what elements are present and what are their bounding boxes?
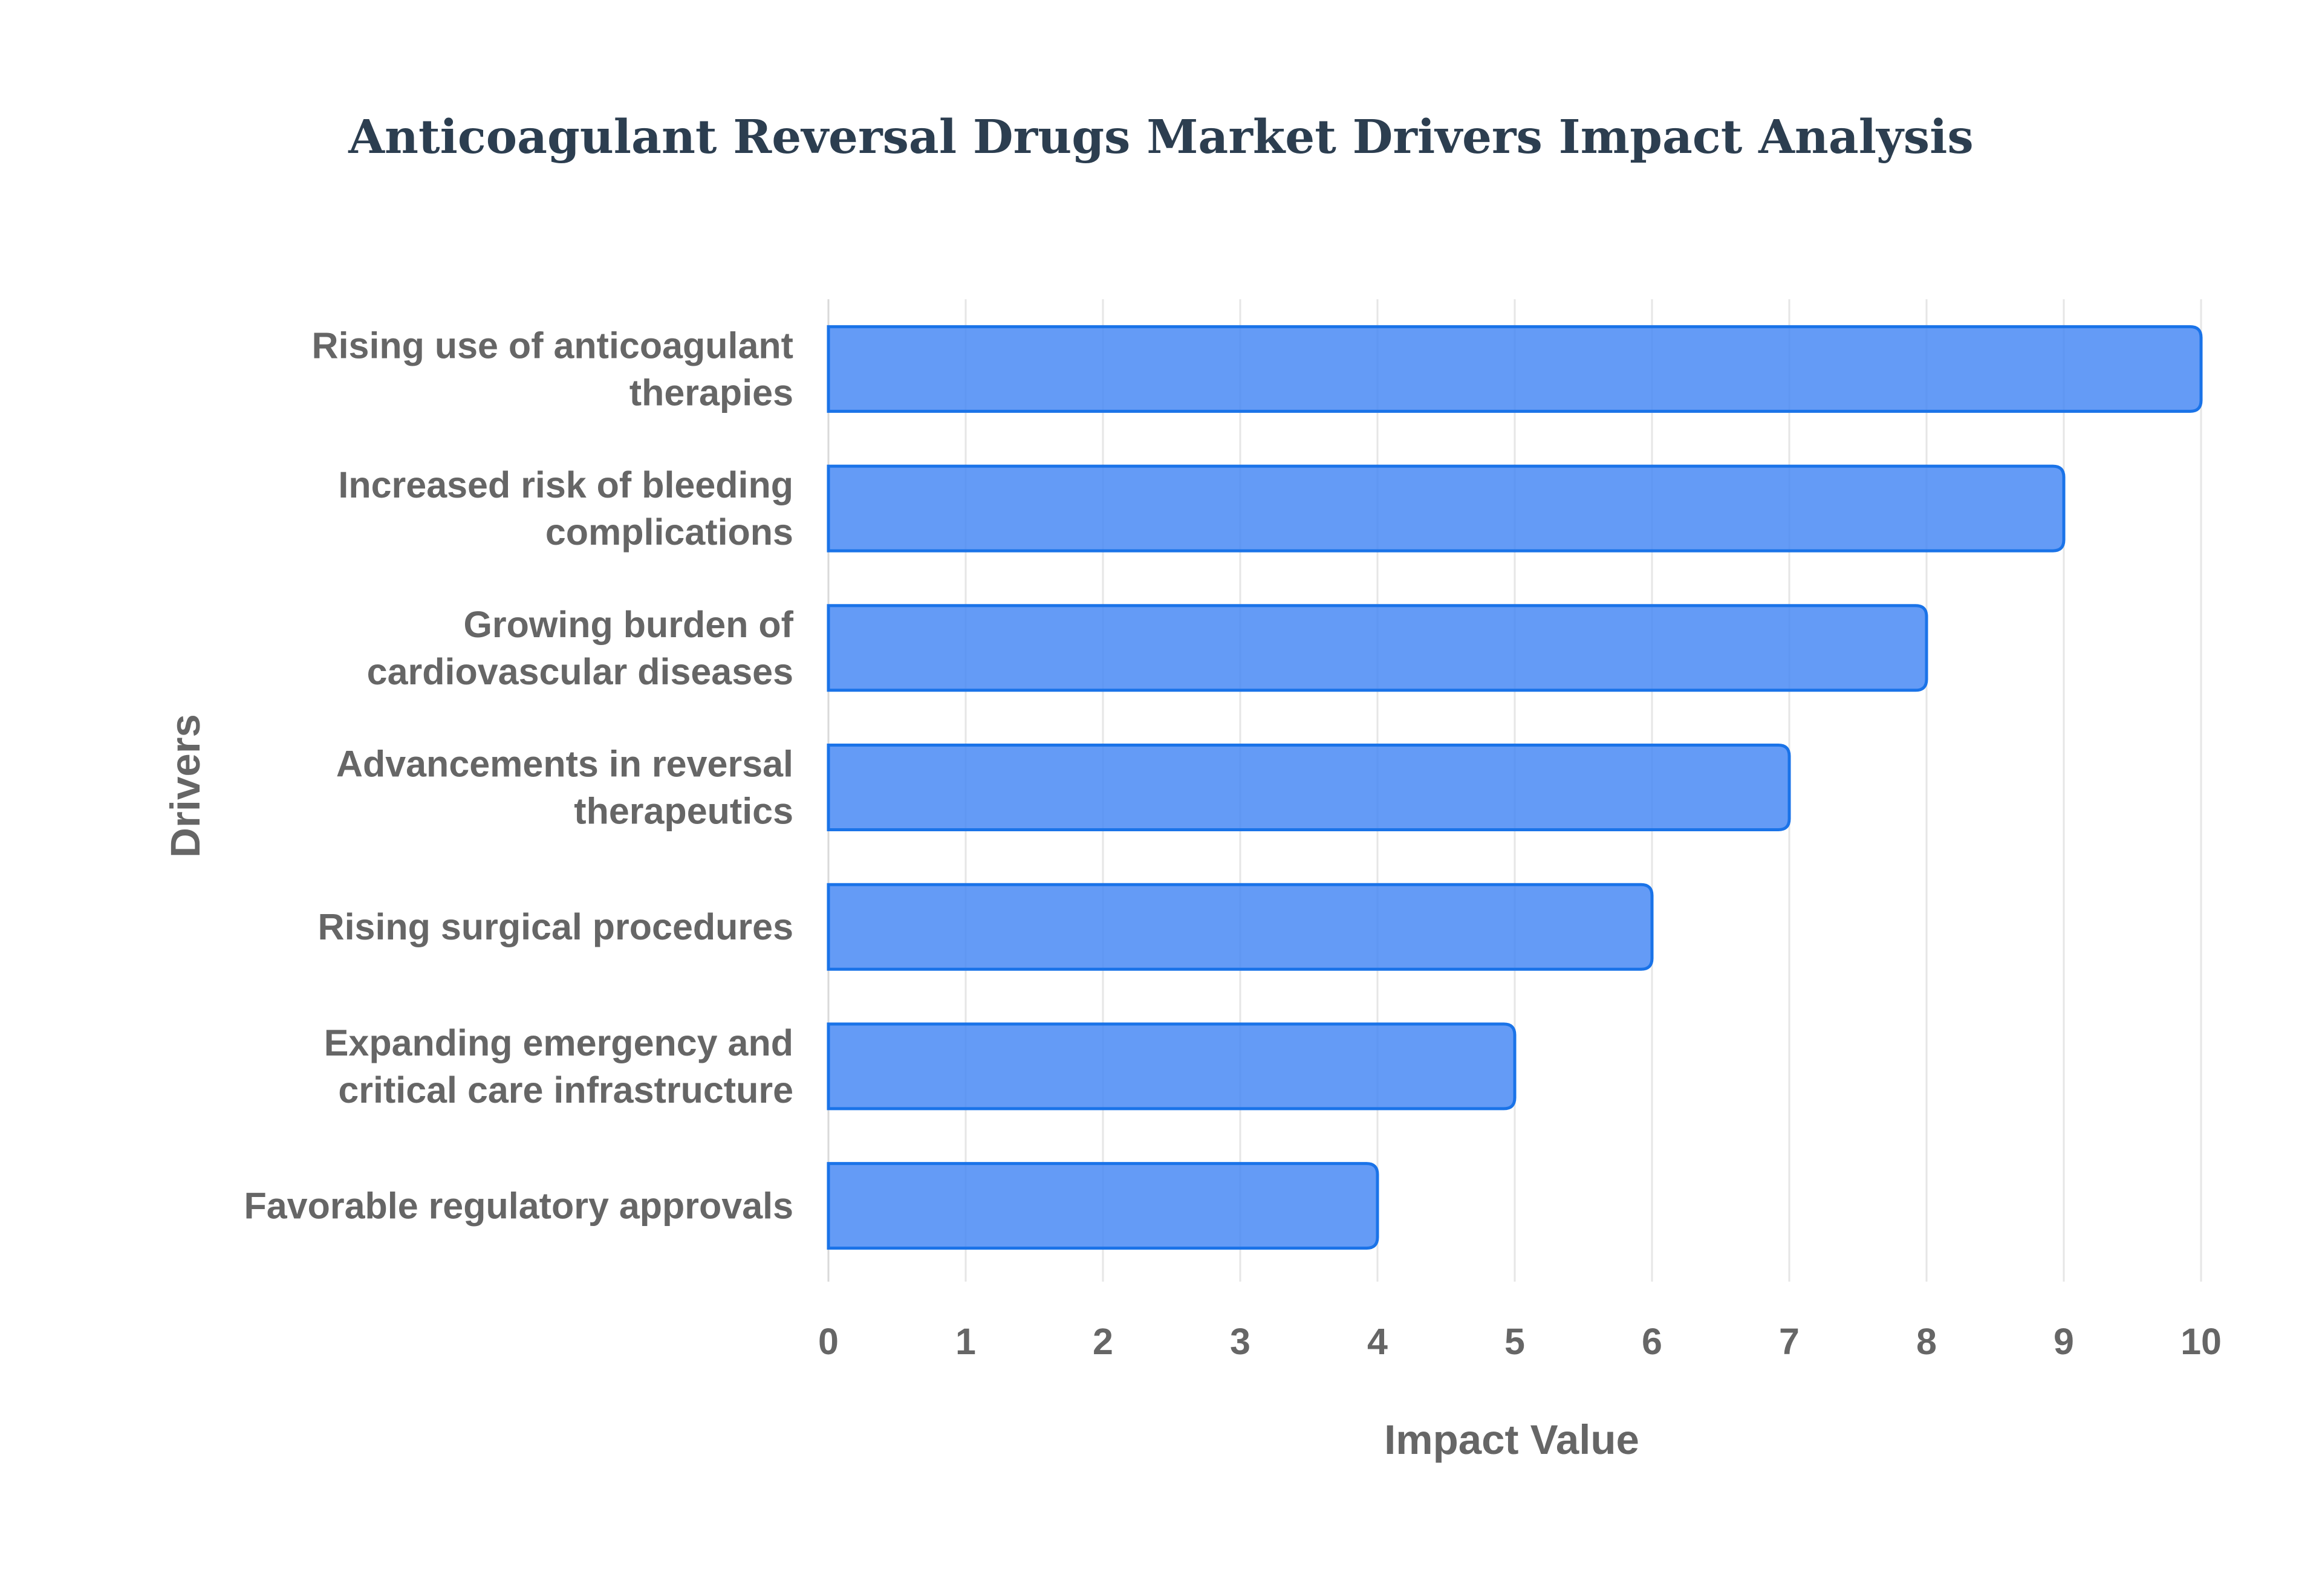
- bar: [827, 604, 1928, 692]
- category-label-line: complications: [545, 511, 793, 553]
- category-label-line: cardiovascular diseases: [367, 651, 793, 692]
- category-label-line: Rising use of anticoagulant: [312, 325, 793, 366]
- x-axis-title: Impact Value: [1384, 1416, 1639, 1463]
- category-labels: Rising use of anticoagulant therapies Incr…: [244, 325, 793, 1226]
- category-label: Expanding emergency and critical care inf…: [324, 1022, 793, 1111]
- category-label-line: Expanding emergency and: [324, 1022, 793, 1063]
- category-label: Advancements in reversal therapeutics: [336, 744, 793, 832]
- x-tick-label: 0: [818, 1321, 839, 1362]
- category-label: Favorable regulatory approvals: [244, 1186, 793, 1227]
- bar: [827, 1162, 1379, 1250]
- x-axis-ticks: 0 1 2 3 4 5 6 7 8 9 10: [818, 1321, 2222, 1362]
- category-label-line: Growing burden of: [463, 604, 793, 645]
- x-tick-label: 2: [1093, 1321, 1113, 1362]
- x-tick-label: 3: [1230, 1321, 1250, 1362]
- category-label: Increased risk of bleeding complications: [338, 464, 793, 553]
- y-axis-title: Drivers: [162, 714, 209, 858]
- bar: [827, 883, 1654, 971]
- chart-title: Anticoagulant Reversal Drugs Market Driv…: [348, 110, 1973, 164]
- category-label-line: Increased risk of bleeding: [338, 464, 793, 505]
- x-tick-label: 4: [1367, 1321, 1388, 1362]
- bar: [827, 464, 2066, 553]
- x-tick-label: 5: [1504, 1321, 1525, 1362]
- bar: [827, 744, 1791, 831]
- category-label: Rising use of anticoagulant therapies: [312, 325, 793, 413]
- category-label: Rising surgical procedures: [318, 906, 793, 947]
- category-label-line: Rising surgical procedures: [318, 906, 793, 947]
- bars: [827, 325, 2203, 1250]
- x-tick-label: 7: [1779, 1321, 1800, 1362]
- x-tick-label: 1: [955, 1321, 976, 1362]
- x-tick-label: 9: [2054, 1321, 2074, 1362]
- category-label: Growing burden of cardiovascular diseases: [367, 604, 794, 692]
- x-tick-label: 10: [2181, 1321, 2222, 1362]
- x-tick-label: 6: [1642, 1321, 1662, 1362]
- category-label-line: critical care infrastructure: [338, 1069, 793, 1111]
- category-label-line: Advancements in reversal: [336, 744, 793, 785]
- category-label-line: therapies: [629, 372, 793, 413]
- x-tick-label: 8: [1916, 1321, 1937, 1362]
- category-label-line: Favorable regulatory approvals: [244, 1186, 793, 1227]
- category-label-line: therapeutics: [574, 791, 793, 832]
- bar: [827, 1022, 1517, 1111]
- bar: [827, 325, 2203, 413]
